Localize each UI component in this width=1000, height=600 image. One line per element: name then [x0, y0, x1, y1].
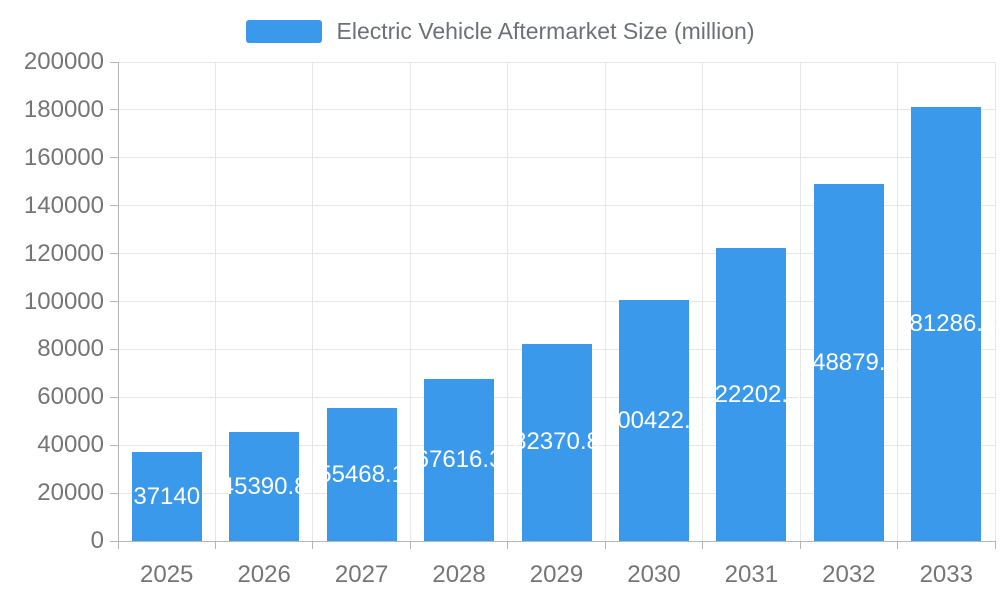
x-axis-label: 2030	[627, 561, 681, 588]
x-axis-tick	[897, 541, 899, 549]
y-axis-label: 0	[90, 527, 104, 554]
y-axis-tick	[110, 348, 118, 350]
bar[interactable]	[813, 184, 884, 541]
v-gridline	[507, 62, 509, 541]
y-axis-label: 40000	[37, 431, 104, 459]
v-gridline	[702, 62, 704, 541]
x-axis-tick	[994, 541, 996, 549]
x-axis-tick	[214, 541, 216, 549]
y-axis-label: 180000	[23, 95, 104, 123]
y-axis-line	[117, 62, 119, 549]
h-gridline	[118, 61, 995, 63]
v-gridline	[799, 62, 801, 541]
y-axis-label: 60000	[37, 383, 104, 411]
v-gridline	[409, 62, 411, 541]
y-axis-label: 160000	[23, 143, 104, 171]
x-axis-tick	[799, 541, 801, 549]
y-axis-tick	[110, 253, 118, 255]
bar[interactable]	[618, 300, 689, 541]
bar[interactable]	[229, 432, 300, 541]
x-axis-tick	[604, 541, 606, 549]
x-axis-label: 2026	[237, 561, 291, 588]
y-axis-label: 80000	[37, 335, 104, 363]
y-axis-tick	[110, 492, 118, 494]
legend-label: Electric Vehicle Aftermarket Size (milli…	[336, 18, 755, 44]
x-axis-line	[118, 540, 995, 542]
bar[interactable]	[131, 452, 202, 541]
y-axis-label: 20000	[37, 479, 104, 507]
y-axis-label: 100000	[23, 287, 104, 315]
y-axis-tick	[110, 444, 118, 446]
y-axis-tick	[110, 301, 118, 302]
x-axis-label: 2025	[140, 561, 194, 588]
x-axis-label: 2032	[822, 561, 876, 588]
h-gridline	[118, 109, 995, 111]
v-gridline	[312, 62, 314, 541]
x-axis-label: 2028	[432, 561, 486, 588]
x-axis-label: 2027	[334, 561, 389, 588]
y-axis-tick	[110, 396, 118, 398]
x-axis-label: 2029	[529, 561, 584, 588]
v-gridline	[897, 62, 899, 541]
y-axis-tick	[110, 61, 118, 63]
bar[interactable]	[424, 379, 495, 541]
y-axis-label: 200000	[23, 48, 104, 75]
y-axis-tick	[110, 157, 118, 159]
y-axis-tick	[110, 109, 118, 111]
x-axis-label: 2033	[919, 561, 973, 588]
h-gridline	[118, 205, 995, 207]
y-axis-tick	[110, 205, 118, 207]
legend-swatch	[245, 20, 322, 43]
bar[interactable]	[326, 408, 397, 541]
v-gridline	[214, 62, 216, 541]
v-gridline	[994, 62, 996, 541]
y-axis-tick	[110, 540, 118, 542]
x-axis-tick	[507, 541, 509, 549]
x-axis-tick	[312, 541, 314, 549]
v-gridline	[604, 62, 606, 541]
x-axis-tick	[409, 541, 411, 549]
h-gridline	[118, 253, 995, 255]
bar[interactable]	[521, 343, 592, 541]
bar[interactable]	[716, 248, 787, 541]
y-axis-label: 120000	[23, 239, 104, 267]
x-axis-label: 2031	[724, 561, 779, 588]
bar[interactable]	[911, 106, 982, 541]
y-axis-label: 140000	[23, 191, 104, 219]
h-gridline	[118, 301, 995, 302]
h-gridline	[118, 157, 995, 159]
x-axis-tick	[702, 541, 704, 549]
legend-item[interactable]: Electric Vehicle Aftermarket Size (milli…	[0, 18, 1000, 45]
